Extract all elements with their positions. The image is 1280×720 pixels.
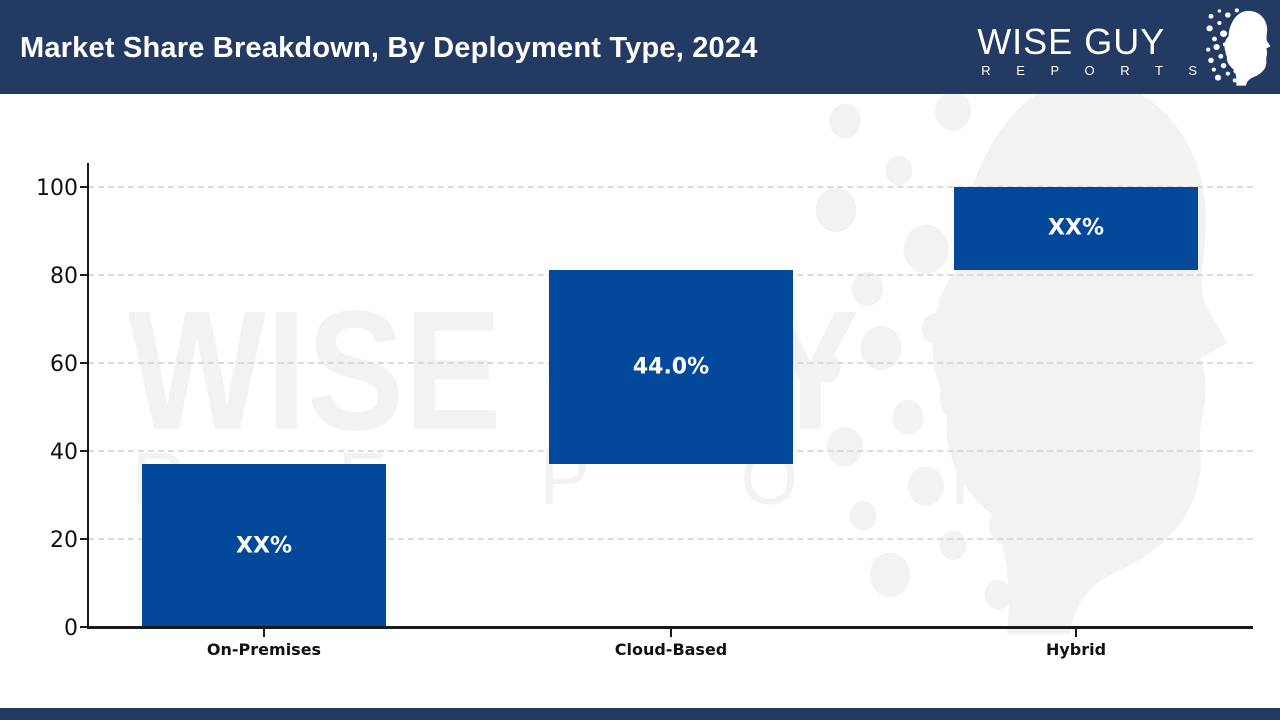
y-axis-tick: [80, 449, 88, 452]
gridline: [88, 185, 1253, 188]
y-axis-tick: [80, 273, 88, 276]
y-axis-line: [87, 163, 89, 629]
x-axis-tick: [1075, 629, 1077, 637]
gridline: [88, 537, 1253, 540]
y-tick-label: 80: [50, 263, 78, 289]
chart-title: Market Share Breakdown, By Deployment Ty…: [20, 31, 758, 64]
logo-wordmark: WISE GUY: [977, 21, 1166, 63]
y-tick-label: 20: [50, 527, 78, 553]
y-axis-tick: [80, 537, 88, 540]
y-tick-label: 40: [50, 439, 78, 465]
x-tick-label: On-Premises: [206, 640, 322, 659]
bar-value-label: XX%: [1048, 215, 1104, 241]
y-tick-label: 60: [50, 351, 78, 377]
wise-guy-logo: WISE GUY R E P O R T S: [977, 7, 1274, 87]
y-axis-tick: [80, 361, 88, 364]
y-tick-label: 100: [36, 175, 78, 201]
y-axis-tick: [80, 185, 88, 188]
bar-on-premises: [142, 464, 386, 627]
y-axis-tick: [80, 626, 88, 628]
bar-value-label: 44.0%: [632, 354, 710, 380]
bar-value-label: XX%: [236, 533, 292, 558]
x-tick-label: Cloud-Based: [614, 640, 728, 659]
x-axis-tick: [670, 629, 672, 637]
bar-cloud-based: [549, 270, 793, 464]
logo-text: WISE GUY R E P O R T S: [977, 22, 1208, 78]
logo-subtitle: R E P O R T S: [981, 62, 1208, 78]
x-axis-line: [87, 626, 1253, 629]
logo-head-icon: [1206, 8, 1271, 86]
x-axis-tick: [263, 629, 265, 637]
header-bar: Market Share Breakdown, By Deployment Ty…: [0, 0, 1280, 94]
footer-bar: [0, 708, 1280, 720]
y-tick-label: 0: [64, 616, 78, 641]
x-tick-label: Hybrid: [1045, 640, 1107, 659]
